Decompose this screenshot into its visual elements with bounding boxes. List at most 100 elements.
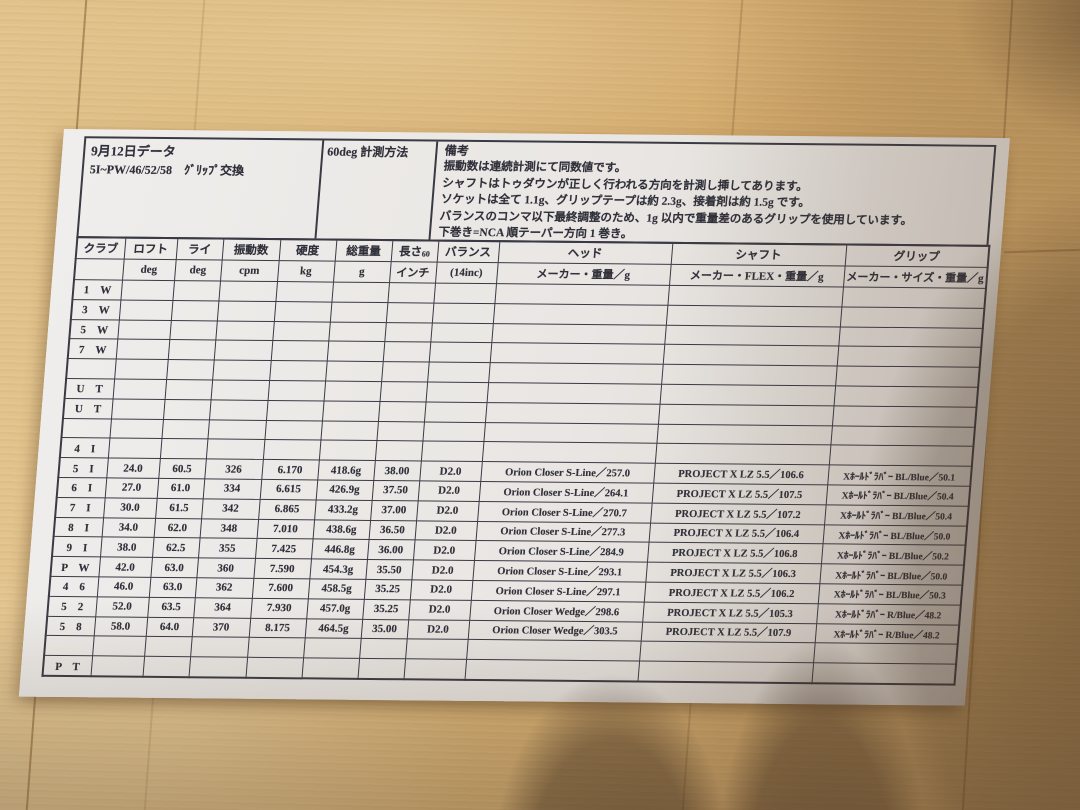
spec-sheet-paper: 9月12日データ 5I~PW/46/52/58 ｸﾞﾘｯﾌﾟ交換 60deg 計… [18,129,1010,706]
cell-freq [190,637,249,658]
cell-club: 5 8 [45,615,96,637]
cell-shaft: PROJECT X LZ 5.5／107.5 [651,483,828,505]
column-unit-lie: deg [174,259,222,282]
cell-hardness [267,380,326,401]
cell-hardness [269,360,327,382]
cell-grip: Xﾎｰﾙﾄﾞﾗﾊﾞｰ BL/Blue／50.4 [824,504,969,526]
cell-balance [427,362,490,383]
cell-club: 7 I [55,497,105,518]
cell-grip [830,425,975,447]
cell-head: Orion Closer S-Line／270.7 [477,501,652,523]
cell-length: 36.00 [366,539,415,561]
cell-club [61,418,112,439]
cell-grip [813,643,958,665]
cell-freq: 370 [191,617,251,638]
cell-balance [405,639,468,660]
cell-length: 35.00 [360,618,409,640]
column-unit-hardness: kg [277,260,335,283]
cell-hardness [270,340,329,362]
cell-shaft: PROJECT X LZ 5.5／106.4 [648,522,825,545]
cell-freq: 355 [197,538,257,559]
cell-shaft [664,324,840,347]
cell-head [486,382,662,405]
cell-lie [161,419,210,440]
cell-length [374,440,423,462]
cell-grip: Xﾎｰﾙﾄﾞﾗﾊﾞｰ BL/Blue／50.0 [819,563,964,586]
cell-grip [838,326,983,348]
column-unit-loft: deg [122,259,176,281]
cell-grip [839,306,985,328]
cell-head [481,441,657,464]
cell-head: Orion Closer S-Line／264.1 [478,481,654,503]
cell-weight: 433.2g [314,499,372,521]
cell-lie: 62.5 [151,537,200,558]
column-header-head: ヘッド [497,241,673,265]
cell-loft: 52.0 [95,596,149,617]
cell-shaft [654,443,831,466]
cell-length [387,282,436,303]
cell-head [491,323,666,345]
cell-hardness [273,301,332,322]
cell-freq [205,439,265,460]
cell-hardness: 6.615 [259,479,318,500]
header-notes-cell: 備考 振動数は連続計測にて同数値です。 シャフトはトゥダウンが正しく行われる方向… [431,142,994,245]
cell-lie: 64.0 [145,616,194,638]
cell-balance [423,401,487,423]
cell-hardness: 7.590 [253,558,311,579]
cell-weight: 457.0g [306,598,364,619]
cell-weight [328,321,386,342]
cell-balance: D2.0 [416,500,479,522]
cell-freq [188,656,248,678]
cell-head: Orion Closer Wedge／303.5 [467,619,643,642]
column-unit-weight: g [333,261,391,283]
cell-lie: 62.0 [153,517,202,539]
cell-head: Orion Closer S-Line／257.0 [480,461,655,484]
cell-loft [118,299,173,321]
cell-weight [318,440,377,461]
document-content: 9月12日データ 5I~PW/46/52/58 ｸﾞﾘｯﾌﾟ交換 60deg 計… [41,136,997,686]
header-title-cell: 9月12日データ 5I~PW/46/52/58 ｸﾞﾘｯﾌﾟ交換 [78,138,325,239]
cell-club: 4 I [59,437,110,459]
cell-grip [833,385,979,408]
cell-shaft: PROJECT X LZ 5.5／106.6 [653,463,829,485]
cell-weight [323,381,382,402]
cell-hardness [245,657,304,679]
cell-shaft: PROJECT X LZ 5.5／106.2 [643,582,820,604]
cell-head [484,402,660,424]
cell-club: 6 I [56,477,107,498]
cell-grip [828,445,974,467]
cell-loft [109,418,164,439]
cell-hardness [272,321,330,342]
cell-balance: D2.0 [417,480,481,502]
measurement-method-label: 60deg 計測方法 [326,144,409,160]
cell-shaft: PROJECT X LZ 5.5／106.8 [646,542,823,564]
cell-balance: D2.0 [419,461,482,482]
cell-club: 7 W [67,338,118,360]
cell-lie [144,636,192,657]
cell-length [382,341,431,363]
cell-grip [836,346,982,368]
cell-weight: 426.9g [315,479,374,501]
cell-weight: 464.5g [304,618,363,639]
cell-grip: Xﾎｰﾙﾄﾞﾗﾊﾞｰ BL/Blue／50.3 [817,583,963,605]
cell-freq [216,300,276,322]
cell-loft: 24.0 [106,458,160,479]
cell-loft [90,655,145,677]
cell-hardness: 8.175 [248,617,307,639]
cell-balance [430,322,493,344]
cell-freq: 342 [201,498,260,519]
cell-head [489,343,665,365]
cell-club [44,635,94,656]
cell-grip [835,366,980,388]
cell-head [464,659,640,682]
cell-lie [166,359,214,380]
cell-length: 35.25 [363,579,412,600]
column-unit-freq: cpm [220,260,279,282]
cell-club: 1 W [72,279,123,300]
cell-head: Orion Closer S-Line／297.1 [470,580,646,602]
cell-club: P W [50,556,100,577]
cell-loft: 42.0 [98,557,152,578]
cell-weight [325,361,383,382]
cell-grip: Xﾎｰﾙﾄﾞﾗﾊﾞｰ R/Blue／48.2 [816,603,961,625]
cell-balance [420,441,484,462]
